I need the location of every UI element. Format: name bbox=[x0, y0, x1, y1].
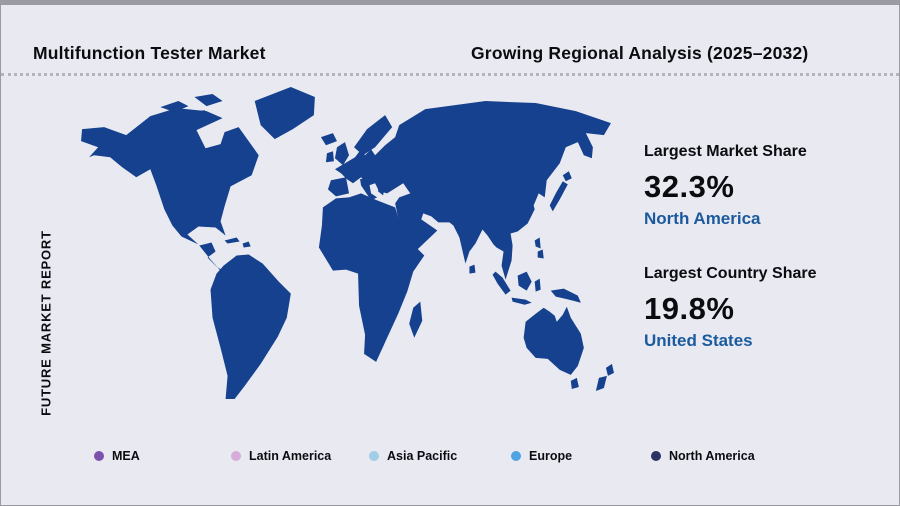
top-border-bar bbox=[1, 1, 899, 5]
legend-dot-north-america bbox=[651, 451, 661, 461]
world-map-silhouette bbox=[81, 87, 614, 399]
legend-dot-latin-america bbox=[231, 451, 241, 461]
legend-item-mea: MEA bbox=[94, 448, 140, 464]
legend-label-north-america: North America bbox=[669, 449, 755, 463]
stat-market-share-label: Largest Market Share bbox=[644, 143, 807, 160]
brand-watermark: FUTURE MARKET REPORT bbox=[38, 230, 54, 416]
legend-item-latin-america: Latin America bbox=[231, 448, 331, 464]
legend-item-asia-pacific: Asia Pacific bbox=[369, 448, 457, 464]
stat-country-share-value: 19.8% bbox=[644, 291, 735, 326]
page-title-market: Multifunction Tester Market bbox=[33, 43, 266, 63]
dotted-divider bbox=[1, 73, 899, 76]
stat-country-share-region: United States bbox=[644, 331, 753, 350]
world-map bbox=[64, 85, 626, 401]
legend-label-asia-pacific: Asia Pacific bbox=[387, 449, 458, 463]
stat-market-share-value: 32.3% bbox=[644, 169, 735, 204]
legend-label-mea: MEA bbox=[112, 449, 140, 463]
page-title-analysis: Growing Regional Analysis (2025–2032) bbox=[471, 43, 809, 63]
legend-dot-mea bbox=[94, 451, 104, 461]
stat-market-share: Largest Market Share 32.3% North America bbox=[644, 143, 899, 229]
stat-country-share-label: Largest Country Share bbox=[644, 265, 817, 282]
stat-market-share-region: North America bbox=[644, 209, 761, 228]
legend-item-north-america: North America bbox=[651, 448, 755, 464]
world-map-svg bbox=[81, 87, 614, 399]
stat-country-share: Largest Country Share 19.8% United State… bbox=[644, 265, 899, 351]
legend-dot-asia-pacific bbox=[369, 451, 379, 461]
legend-item-europe: Europe bbox=[511, 448, 572, 464]
legend-dot-europe bbox=[511, 451, 521, 461]
legend-label-latin-america: Latin America bbox=[249, 449, 332, 463]
legend-label-europe: Europe bbox=[529, 449, 573, 463]
